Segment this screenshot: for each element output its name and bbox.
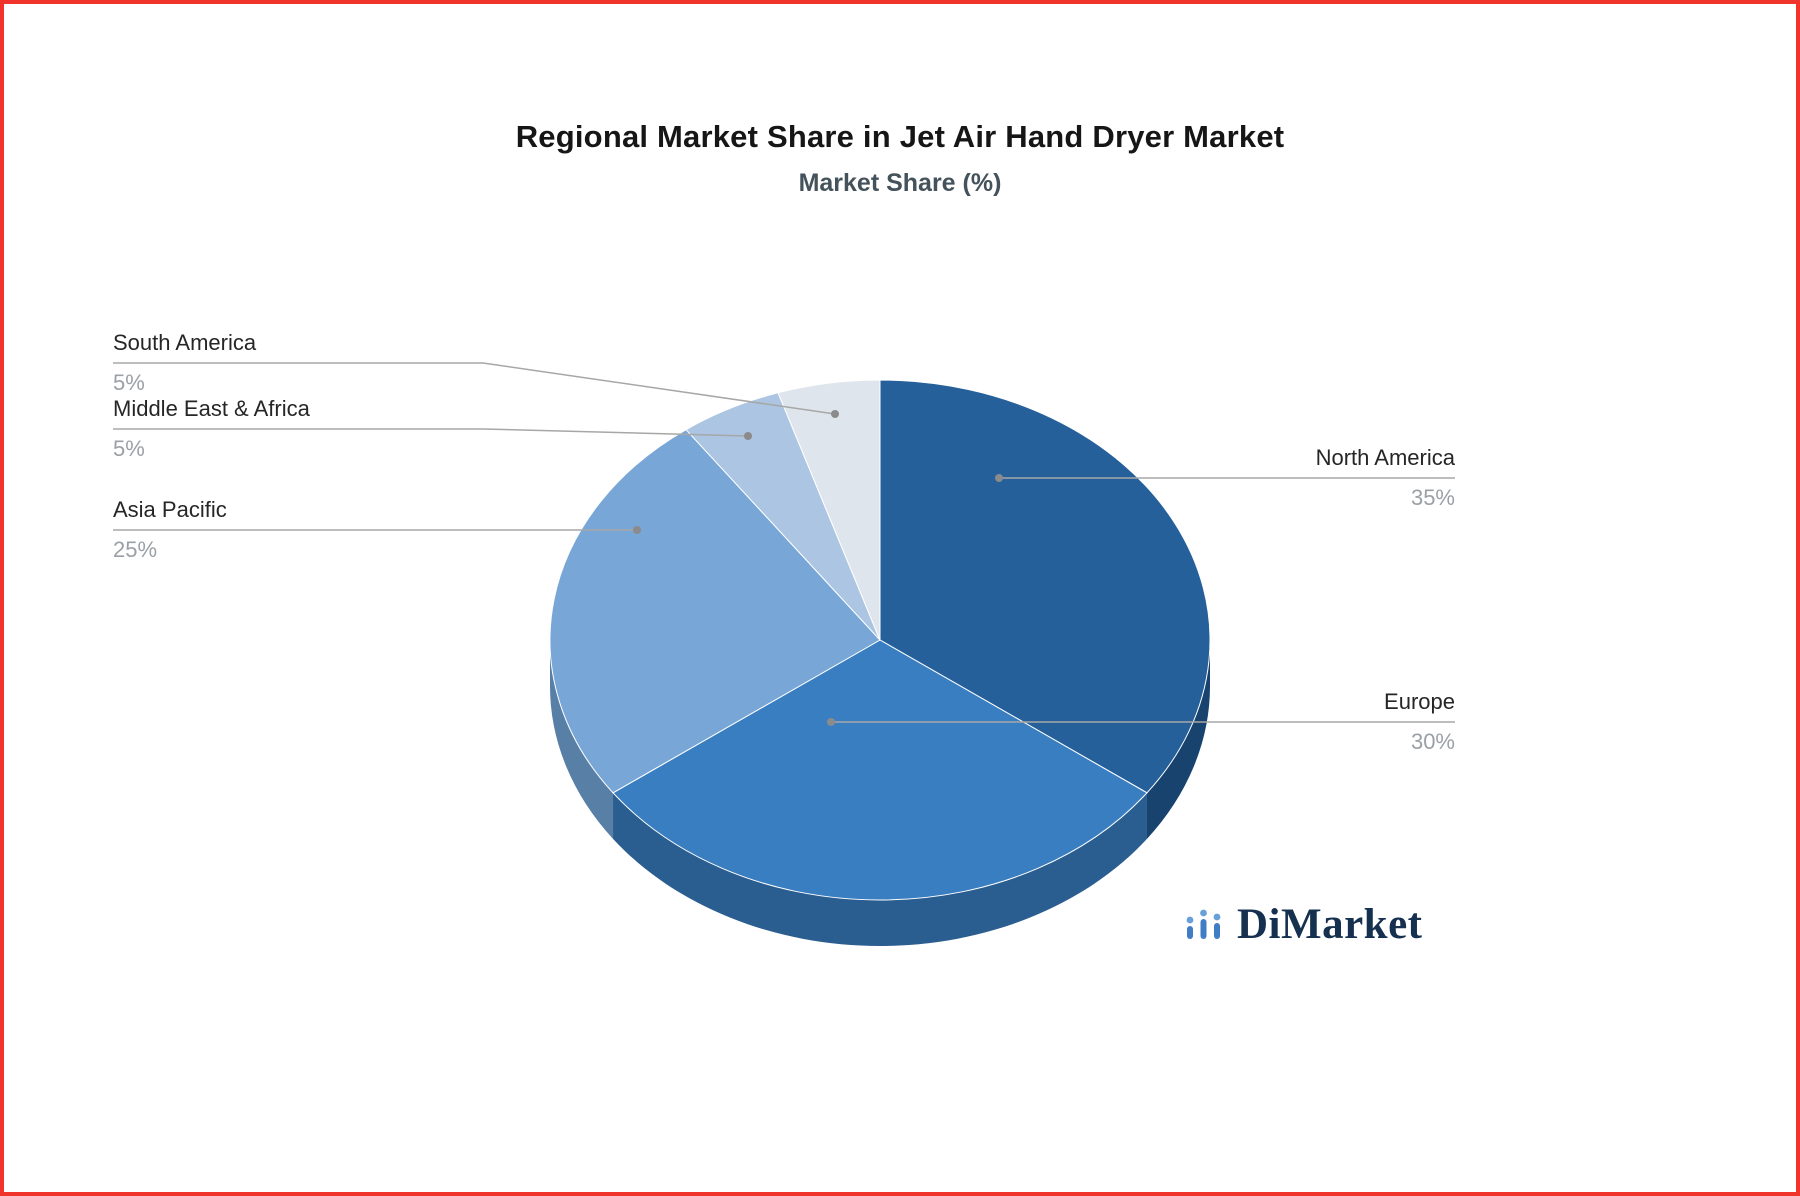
connector-dot-europe [827,718,835,726]
callout-asia-pacific: Asia Pacific 25% [113,497,227,563]
callout-south-america: South America 5% [113,330,256,396]
connector-dot-south-america [831,410,839,418]
callout-label-middle-east-africa: Middle East & Africa [113,396,310,421]
pie-slice-asia-pacific[interactable] [549,429,881,794]
callout-value-europe: 30% [1410,729,1455,754]
callout-middle-east-africa: Middle East & Africa 5% [113,396,310,462]
connector-dot-middle-east-africa [744,432,752,440]
pie-slice-south-america[interactable] [777,379,881,641]
brand-name: DiMarket [1237,901,1423,948]
chart-title: Regional Market Share in Jet Air Hand Dr… [515,119,1285,154]
pie-slice-side-asia-pacific [550,640,614,839]
callout-value-middle-east-africa: 5% [113,436,145,461]
callout-value-asia-pacific: 25% [113,537,158,562]
dimarket-logo: DiMarket [1183,903,1423,946]
bar-chart-logo-icon [1186,909,1221,939]
callout-north-america: North America 35% [1316,445,1455,511]
callout-value-south-america: 5% [113,370,145,395]
connector-line-middle-east-africa [113,428,749,437]
connector-dot-north-america [995,474,1003,482]
callout-label-europe: Europe [1384,689,1455,714]
callout-value-north-america: 35% [1410,485,1455,510]
callout-label-north-america: North America [1315,445,1455,470]
pie-slice-europe[interactable] [612,639,1148,901]
chart-subtitle: Market Share (%) [798,169,1002,197]
pie-slice-side-europe [613,792,1147,946]
callout-label-asia-pacific: Asia Pacific [113,497,227,522]
pie-slice-side-north-america [1146,640,1210,839]
callout-label-south-america: South America [113,330,257,355]
connector-line-south-america [113,362,836,415]
connector-dot-asia-pacific [633,526,641,534]
callout-europe: Europe 30% [1384,689,1455,755]
